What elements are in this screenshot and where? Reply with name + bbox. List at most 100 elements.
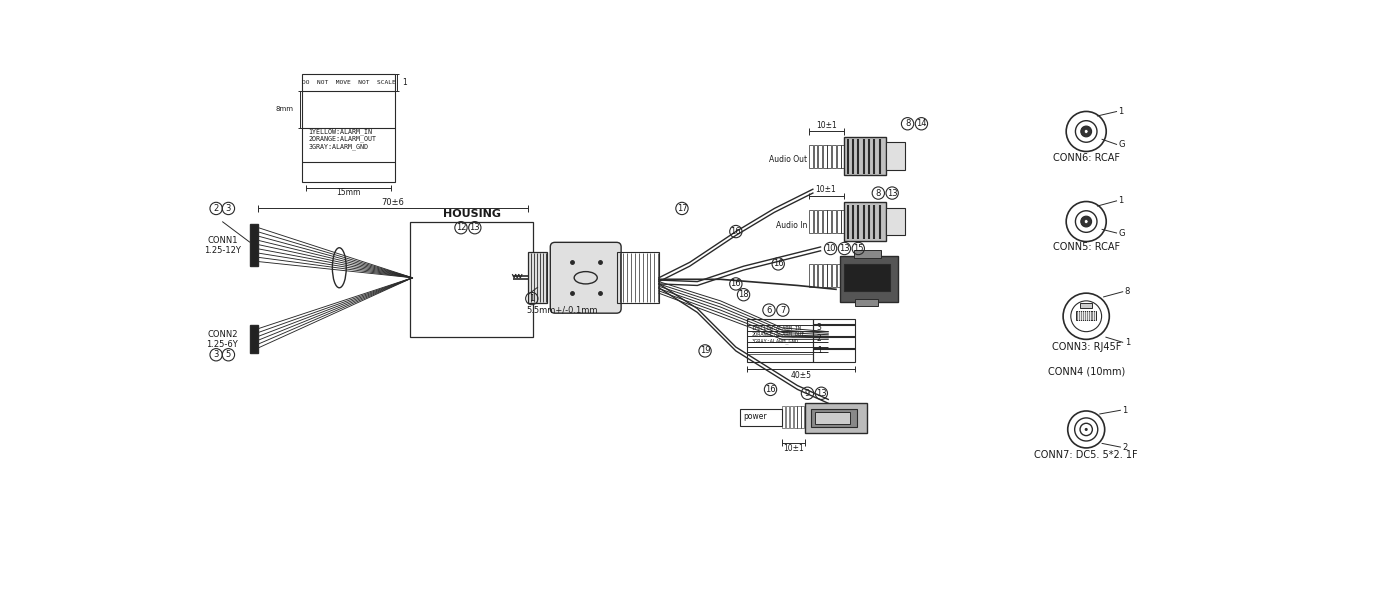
- Text: 10±1: 10±1: [815, 186, 836, 195]
- Text: 1: 1: [816, 346, 822, 355]
- Bar: [840, 256, 897, 302]
- Text: 7: 7: [780, 306, 786, 315]
- Text: 3: 3: [816, 322, 822, 331]
- Text: CONN5: RCAF: CONN5: RCAF: [1053, 242, 1120, 252]
- Text: Audio In: Audio In: [776, 221, 808, 230]
- Text: 8: 8: [905, 119, 910, 129]
- Text: 16: 16: [765, 385, 776, 394]
- Text: 8mm: 8mm: [274, 106, 293, 112]
- Text: 16: 16: [730, 280, 741, 289]
- Text: 40±5: 40±5: [791, 371, 812, 380]
- Bar: [814, 210, 818, 233]
- Bar: [844, 202, 886, 241]
- Text: 13: 13: [816, 389, 826, 398]
- Text: DO  NOT  MOVE  NOT  SCALE: DO NOT MOVE NOT SCALE: [302, 80, 396, 86]
- Bar: [805, 402, 866, 433]
- Text: 8: 8: [1124, 287, 1130, 296]
- Bar: [854, 250, 880, 258]
- Bar: [823, 210, 826, 233]
- Text: 10±1: 10±1: [783, 444, 804, 453]
- Bar: [811, 409, 857, 427]
- Text: 14: 14: [917, 119, 926, 129]
- Circle shape: [1084, 220, 1088, 224]
- Text: G: G: [1119, 140, 1126, 149]
- Text: power: power: [744, 412, 768, 421]
- Text: 16: 16: [730, 227, 741, 236]
- Text: 6: 6: [766, 306, 772, 315]
- Bar: [528, 252, 547, 303]
- Bar: [818, 210, 822, 233]
- Bar: [832, 210, 836, 233]
- Text: 2: 2: [213, 204, 219, 213]
- Text: 15: 15: [853, 244, 864, 253]
- Bar: [832, 264, 836, 287]
- Circle shape: [1081, 126, 1092, 137]
- Text: 13: 13: [887, 189, 897, 198]
- Bar: [886, 208, 905, 236]
- Bar: [837, 264, 840, 287]
- Text: 1: 1: [1119, 107, 1124, 116]
- Bar: [855, 299, 879, 306]
- Bar: [410, 221, 534, 337]
- Text: 10: 10: [825, 244, 836, 253]
- Text: CONN3: RJ45F: CONN3: RJ45F: [1052, 342, 1121, 352]
- Bar: [786, 406, 788, 428]
- Text: 1: 1: [1124, 338, 1130, 347]
- Bar: [790, 406, 793, 428]
- Text: 2: 2: [1123, 443, 1128, 452]
- Text: 5.5mm+/-0.1mm: 5.5mm+/-0.1mm: [527, 306, 599, 315]
- Text: 5: 5: [226, 350, 231, 359]
- Text: 13: 13: [839, 244, 850, 253]
- Text: 1YELLOW:ALARM_IN
2ORANGE:ALARM_OUT
3GRAY:ALARM_GND: 1YELLOW:ALARM_IN 2ORANGE:ALARM_OUT 3GRAY…: [751, 325, 804, 344]
- Bar: [841, 145, 846, 168]
- Text: 18: 18: [738, 290, 749, 299]
- Text: 2: 2: [816, 334, 822, 343]
- Bar: [801, 406, 804, 428]
- Text: 15mm: 15mm: [336, 188, 361, 197]
- Bar: [837, 145, 840, 168]
- Bar: [844, 264, 890, 291]
- Bar: [827, 264, 832, 287]
- Text: 16: 16: [773, 259, 783, 268]
- FancyBboxPatch shape: [550, 242, 621, 313]
- Bar: [797, 406, 801, 428]
- Bar: [809, 264, 814, 287]
- Bar: [823, 145, 826, 168]
- Bar: [827, 210, 832, 233]
- Bar: [886, 142, 905, 170]
- Text: CONN6: RCAF: CONN6: RCAF: [1053, 153, 1120, 162]
- Bar: [832, 145, 836, 168]
- Bar: [249, 325, 259, 353]
- Bar: [302, 74, 394, 181]
- Text: CONN2
1.25-6Y: CONN2 1.25-6Y: [206, 330, 238, 349]
- Bar: [818, 145, 822, 168]
- Text: 3: 3: [213, 350, 219, 359]
- Bar: [814, 145, 818, 168]
- Text: 17: 17: [677, 204, 687, 213]
- Text: 3: 3: [226, 204, 231, 213]
- Text: 1: 1: [1123, 406, 1128, 415]
- Text: 10±1: 10±1: [816, 121, 837, 130]
- Bar: [814, 320, 855, 362]
- Text: 12: 12: [456, 223, 467, 232]
- Bar: [794, 406, 797, 428]
- Bar: [617, 252, 659, 303]
- Bar: [823, 264, 826, 287]
- Circle shape: [1081, 216, 1092, 227]
- Bar: [809, 210, 814, 233]
- Circle shape: [1084, 130, 1088, 133]
- Text: 70±6: 70±6: [382, 198, 404, 207]
- Text: 1YELLOW:ALARM_IN
2ORANGE:ALARM_OUT
3GRAY:ALARM_GND: 1YELLOW:ALARM_IN 2ORANGE:ALARM_OUT 3GRAY…: [308, 128, 376, 150]
- Bar: [844, 137, 886, 176]
- Text: 1: 1: [529, 294, 535, 303]
- Bar: [837, 210, 840, 233]
- Text: Audio Out: Audio Out: [769, 155, 808, 164]
- Text: 9: 9: [805, 389, 811, 398]
- Circle shape: [1085, 428, 1088, 431]
- Bar: [814, 264, 818, 287]
- Bar: [841, 210, 846, 233]
- Text: 1: 1: [403, 78, 407, 87]
- Bar: [827, 145, 832, 168]
- Text: CONN7: DC5. 5*2. 1F: CONN7: DC5. 5*2. 1F: [1035, 450, 1138, 460]
- Bar: [249, 224, 259, 266]
